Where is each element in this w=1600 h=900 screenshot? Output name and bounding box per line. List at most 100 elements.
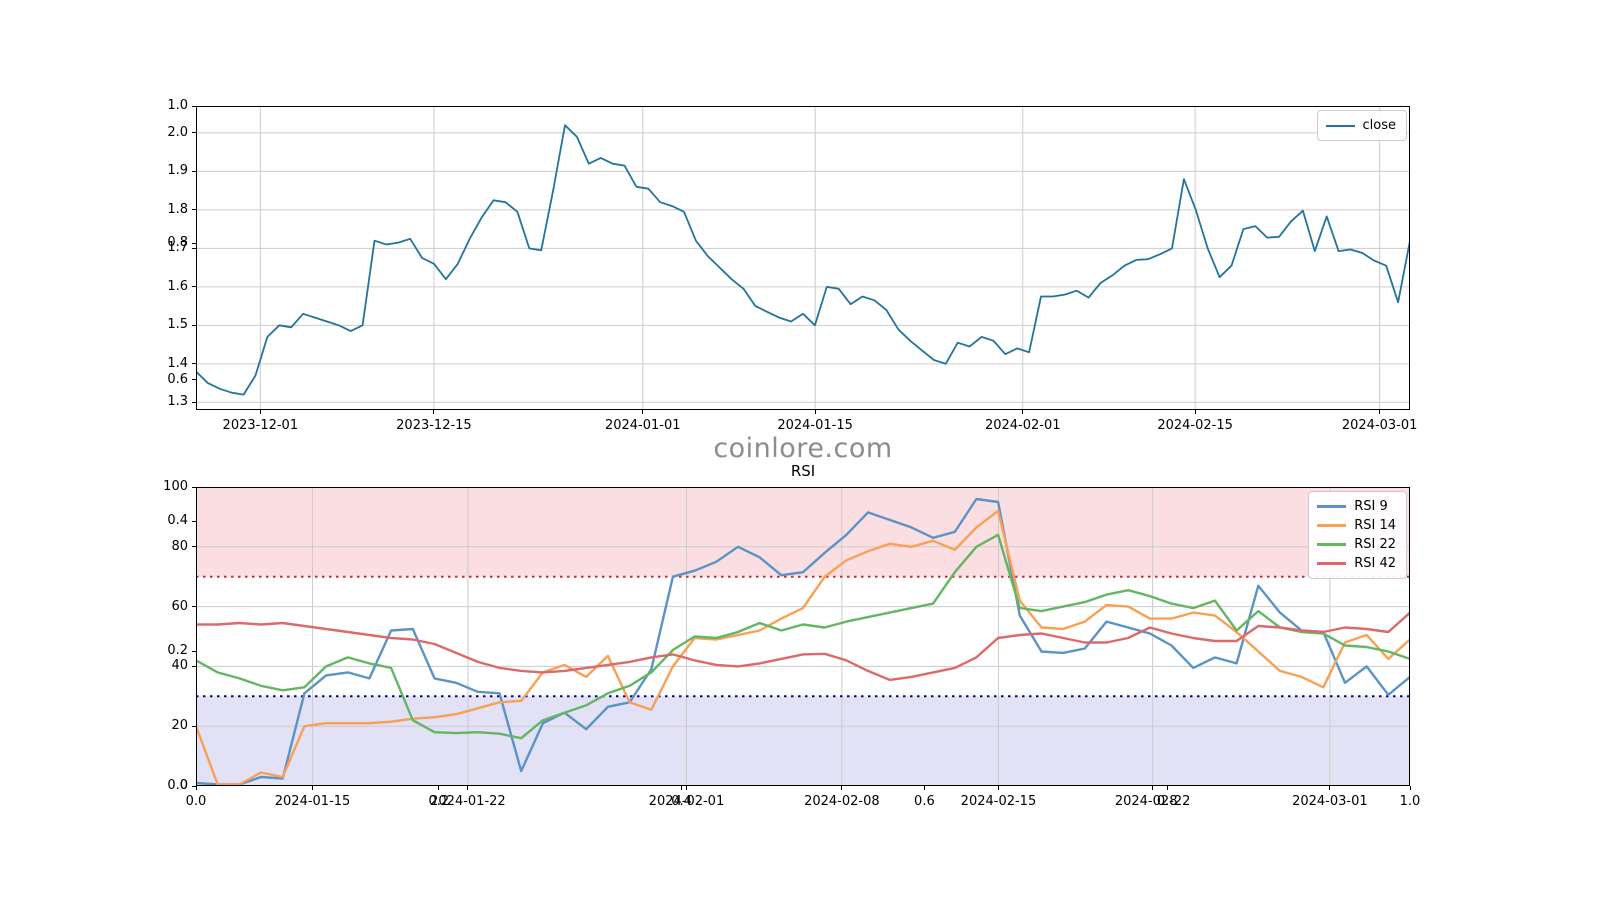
x-tick-mark: [1022, 410, 1024, 414]
legend-line-sample: [1317, 505, 1347, 508]
price-legend: close: [1316, 110, 1407, 141]
y-tick-mark: [192, 247, 196, 249]
y-tick-label: 60: [171, 598, 188, 614]
x-tick-mark: [997, 786, 999, 790]
x-tick-label: 0.6: [914, 794, 935, 809]
legend-entry: RSI 14: [1317, 516, 1396, 535]
y-tick-label: 1.4: [167, 355, 188, 371]
rsi-chart-plot: [196, 487, 1410, 786]
x-tick-label: 2024-02-15: [960, 794, 1037, 809]
y-tick-label: 80: [171, 538, 188, 554]
x-tick-mark: [685, 786, 687, 790]
overlay-y-tick-label: 0.0: [167, 778, 188, 793]
legend-entry: RSI 42: [1317, 554, 1396, 573]
x-tick-label: 2024-01-15: [777, 418, 853, 433]
y-tick-label: 2.0: [167, 124, 188, 140]
y-tick-mark: [192, 520, 196, 522]
y-tick-mark: [192, 486, 196, 488]
x-tick-mark: [433, 410, 435, 414]
overlay-y-tick-label: 1.0: [167, 98, 188, 113]
x-tick-mark: [195, 786, 197, 790]
y-tick-mark: [192, 363, 196, 365]
x-tick-label: 2023-12-01: [222, 418, 299, 433]
y-tick-label: 1.6: [167, 278, 188, 294]
y-tick-mark: [192, 725, 196, 727]
x-tick-label: 0.2: [428, 794, 450, 809]
y-tick-mark: [192, 665, 196, 667]
x-tick-label: 2024-02-01: [648, 794, 725, 809]
y-tick-mark: [192, 324, 196, 326]
x-tick-label: 1.0: [1399, 794, 1421, 809]
y-tick-label: 1.9: [167, 163, 188, 179]
x-tick-label: 2023-12-15: [396, 418, 472, 433]
y-tick-label: 1.8: [167, 201, 188, 217]
y-tick-mark: [192, 132, 196, 134]
x-tick-mark: [923, 786, 925, 790]
x-tick-mark: [259, 410, 261, 414]
x-tick-label: 2024-02-08: [804, 794, 880, 809]
rsi-chart-title: RSI: [790, 462, 816, 480]
x-tick-mark: [1329, 786, 1331, 790]
legend-line-sample: [1317, 524, 1347, 527]
legend-label: RSI 22: [1354, 537, 1396, 552]
y-tick-mark: [192, 379, 196, 381]
x-tick-mark: [438, 786, 440, 790]
legend-entry: RSI 22: [1317, 535, 1396, 554]
x-tick-mark: [1152, 786, 1154, 790]
x-tick-mark: [642, 410, 644, 414]
y-tick-mark: [192, 785, 196, 787]
y-tick-label: 40: [171, 658, 188, 674]
x-tick-mark: [814, 410, 816, 414]
y-tick-mark: [192, 546, 196, 548]
x-tick-mark: [1409, 786, 1411, 790]
x-tick-label: 2024-02-15: [1157, 418, 1233, 433]
legend-label: close: [1362, 118, 1396, 133]
x-tick-label: 0.4: [671, 794, 692, 809]
x-tick-label: 2024-01-15: [274, 794, 351, 809]
overlay-y-tick-label: 0.6: [167, 371, 188, 387]
x-tick-label: 0.0: [185, 794, 207, 809]
y-tick-mark: [192, 401, 196, 403]
watermark: coinlore.com: [713, 433, 893, 464]
legend-entry: close: [1325, 116, 1396, 135]
x-tick-label: 2024-01-22: [430, 794, 506, 809]
rsi-legend: RSI 9 RSI 14 RSI 22 RSI 42: [1308, 491, 1407, 579]
x-tick-mark: [1379, 410, 1381, 414]
x-tick-label: 2024-01-01: [604, 418, 681, 433]
legend-label: RSI 9: [1354, 499, 1388, 514]
x-tick-mark: [312, 786, 314, 790]
legend-label: RSI 42: [1354, 556, 1396, 571]
y-tick-mark: [192, 170, 196, 172]
price-chart-plot: [196, 106, 1410, 410]
y-tick-mark: [192, 606, 196, 608]
y-tick-mark: [192, 209, 196, 211]
legend-line-sample: [1325, 124, 1355, 127]
x-tick-label: 2024-03-01: [1292, 794, 1368, 809]
y-tick-mark: [192, 242, 196, 244]
legend-line-sample: [1317, 562, 1347, 565]
x-tick-label: 2024-02-01: [984, 418, 1061, 433]
overlay-y-tick-label: 0.2: [167, 643, 188, 659]
x-tick-mark: [467, 786, 469, 790]
y-tick-mark: [192, 286, 196, 288]
x-tick-mark: [1194, 410, 1196, 414]
legend-entry: RSI 9: [1317, 497, 1396, 516]
y-tick-label: 1.7: [167, 240, 188, 256]
x-tick-label: 2024-02-22: [1114, 794, 1191, 809]
legend-line-sample: [1317, 543, 1347, 546]
x-tick-mark: [841, 786, 843, 790]
y-tick-label: 1.5: [167, 317, 188, 333]
legend-label: RSI 14: [1354, 518, 1396, 533]
y-tick-label: 100: [163, 479, 188, 494]
y-tick-label: 1.3: [167, 394, 188, 410]
y-tick-label: 0: [179, 778, 188, 793]
x-tick-label: 2024-03-01: [1341, 418, 1418, 433]
y-tick-mark: [192, 650, 196, 652]
x-tick-mark: [1166, 786, 1168, 790]
overlay-y-tick-label: 0.4: [167, 513, 188, 529]
x-tick-label: 0.8: [1156, 794, 1178, 809]
x-tick-mark: [681, 786, 683, 790]
overlay-y-tick-label: 0.8: [167, 235, 188, 251]
y-tick-label: 20: [171, 718, 188, 734]
